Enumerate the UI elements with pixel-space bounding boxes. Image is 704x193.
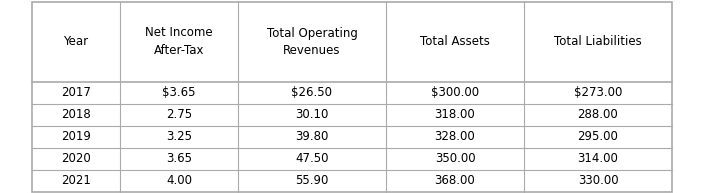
Text: Total Assets: Total Assets <box>420 35 490 48</box>
Text: 2021: 2021 <box>61 174 91 187</box>
Text: 2.75: 2.75 <box>166 108 192 121</box>
Text: Net Income
After-Tax: Net Income After-Tax <box>145 26 213 57</box>
Text: 30.10: 30.10 <box>295 108 329 121</box>
Text: 55.90: 55.90 <box>295 174 329 187</box>
Text: 368.00: 368.00 <box>434 174 475 187</box>
Text: 2017: 2017 <box>61 86 91 99</box>
Text: $300.00: $300.00 <box>431 86 479 99</box>
Text: 3.65: 3.65 <box>166 152 192 165</box>
Text: Total Operating
Revenues: Total Operating Revenues <box>267 26 358 57</box>
Text: 314.00: 314.00 <box>577 152 618 165</box>
Text: $3.65: $3.65 <box>162 86 196 99</box>
Text: $26.50: $26.50 <box>291 86 332 99</box>
Text: 39.80: 39.80 <box>295 130 329 143</box>
Text: 4.00: 4.00 <box>166 174 192 187</box>
Text: 2020: 2020 <box>61 152 91 165</box>
Text: 288.00: 288.00 <box>577 108 618 121</box>
Text: 3.25: 3.25 <box>166 130 192 143</box>
Text: 328.00: 328.00 <box>434 130 475 143</box>
Text: 350.00: 350.00 <box>434 152 475 165</box>
Text: 330.00: 330.00 <box>578 174 618 187</box>
Text: Year: Year <box>63 35 89 48</box>
Text: 47.50: 47.50 <box>295 152 329 165</box>
Text: 2018: 2018 <box>61 108 91 121</box>
Text: 2019: 2019 <box>61 130 91 143</box>
Text: Total Liabilities: Total Liabilities <box>554 35 642 48</box>
Text: 318.00: 318.00 <box>434 108 475 121</box>
Text: $273.00: $273.00 <box>574 86 622 99</box>
Text: 295.00: 295.00 <box>577 130 618 143</box>
